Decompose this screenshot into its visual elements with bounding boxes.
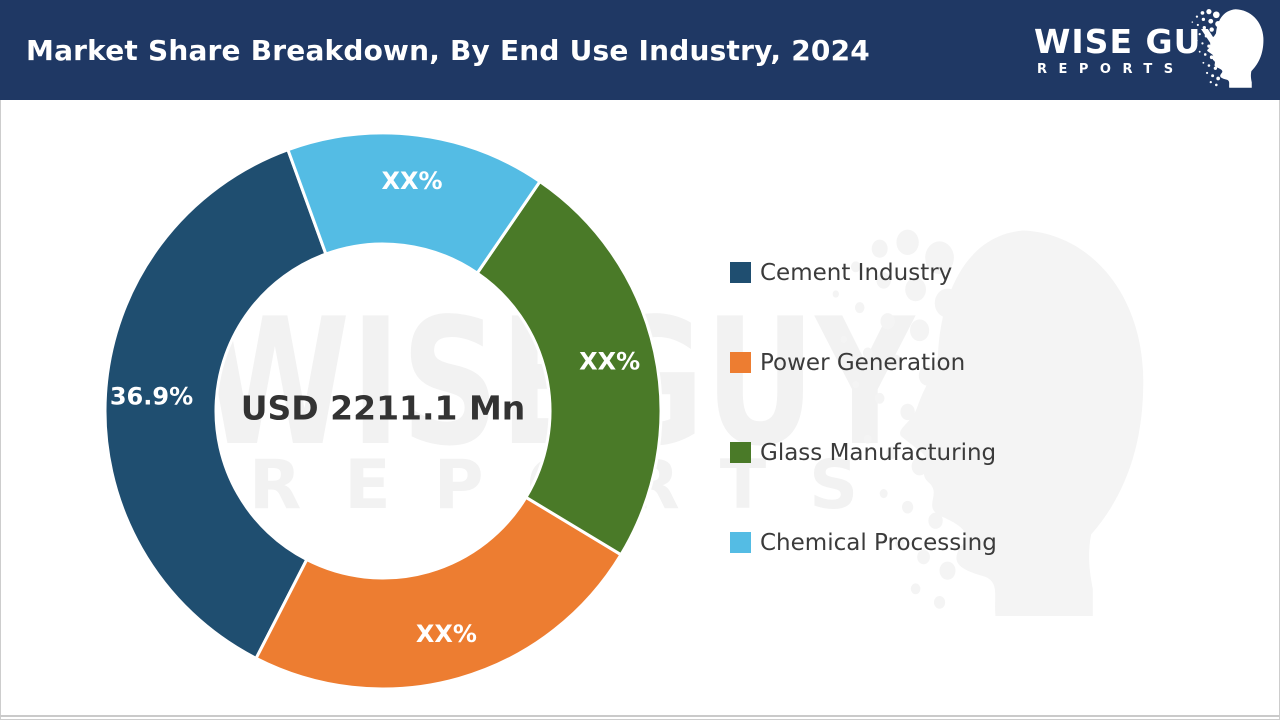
donut-segment-power-generation <box>254 495 623 691</box>
segment-label-glass-manufacturing: XX% <box>579 348 640 376</box>
logo-subtitle: REPORTS <box>1037 62 1185 77</box>
legend-label: Chemical Processing <box>760 529 997 556</box>
legend-item-cement-industry: Cement Industry <box>730 259 997 286</box>
donut-segment-chemical-processing <box>286 131 542 275</box>
legend-item-power-generation: Power Generation <box>730 349 997 376</box>
legend-label: Power Generation <box>760 349 966 376</box>
legend-label: Glass Manufacturing <box>760 439 997 466</box>
header-bar: Market Share Breakdown, By End Use Indus… <box>0 0 1280 100</box>
segment-label-power-generation: XX% <box>416 620 477 648</box>
donut-segment-glass-manufacturing <box>475 180 663 557</box>
legend-swatch-icon <box>730 352 751 373</box>
wiseguy-logo: WISE GUY REPORTS <box>1020 6 1270 94</box>
legend-item-glass-manufacturing: Glass Manufacturing <box>730 439 997 466</box>
chart-center-value: USD 2211.1 Mn <box>240 388 526 428</box>
bottom-divider <box>0 715 1280 717</box>
chart-legend: Cement Industry Power Generation Glass Man… <box>730 259 997 619</box>
legend-swatch-icon <box>730 442 751 463</box>
legend-swatch-icon <box>730 532 751 553</box>
segment-label-cement-industry: 36.9% <box>110 383 193 411</box>
segment-label-chemical-processing: XX% <box>381 167 442 195</box>
legend-label: Cement Industry <box>760 259 953 286</box>
logo-wordmark: WISE GUY <box>1034 22 1227 61</box>
legend-item-chemical-processing: Chemical Processing <box>730 529 997 556</box>
wiseguy-face-icon <box>1191 9 1264 88</box>
donut-segment-cement-industry <box>103 148 328 660</box>
page-title: Market Share Breakdown, By End Use Indus… <box>26 33 870 67</box>
legend-swatch-icon <box>730 262 751 283</box>
